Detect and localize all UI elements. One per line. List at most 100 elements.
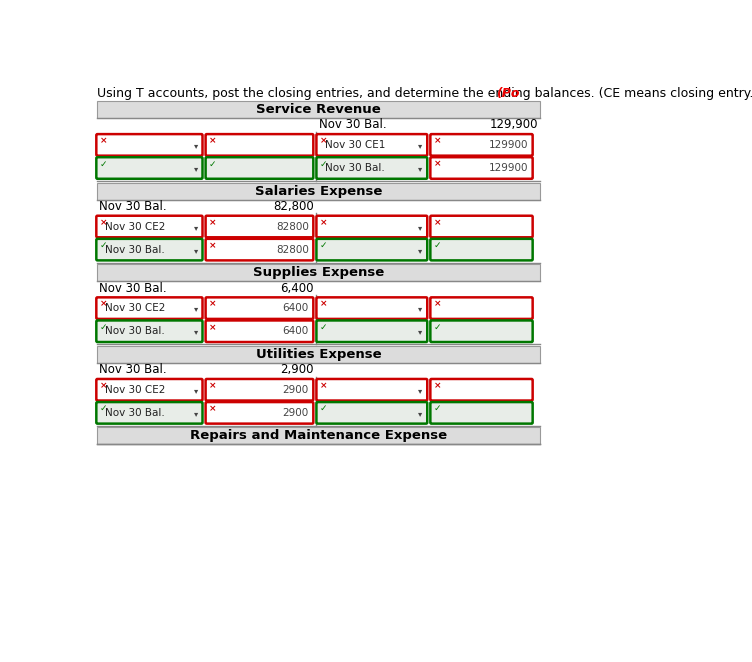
Bar [97,183,541,199]
FancyBboxPatch shape [317,216,427,237]
Text: ✓: ✓ [320,323,327,332]
FancyBboxPatch shape [205,320,314,342]
Text: 6,400: 6,400 [280,281,314,295]
Text: Nov 30 Bal.: Nov 30 Bal. [99,281,167,295]
Text: Nov 30 Bal.: Nov 30 Bal. [319,118,387,131]
Text: ▾: ▾ [193,141,198,150]
Text: Nov 30 Bal.: Nov 30 Bal. [105,245,165,255]
Bar [97,264,541,281]
Text: Using T accounts, post the closing entries, and determine the ending balances. (: Using T accounts, post the closing entri… [97,87,752,100]
Text: Service Revenue: Service Revenue [256,103,381,116]
Text: ✓: ✓ [433,323,441,332]
Text: Nov 30 CE2: Nov 30 CE2 [105,222,165,232]
Text: Utilities Expense: Utilities Expense [256,348,381,361]
FancyBboxPatch shape [430,134,532,156]
Text: ✓: ✓ [99,404,107,413]
Text: Nov 30 Bal.: Nov 30 Bal. [325,163,385,173]
FancyBboxPatch shape [205,216,314,237]
Text: ×: × [320,218,327,227]
Text: ×: × [433,300,441,308]
Text: ×: × [99,300,107,308]
FancyBboxPatch shape [96,157,202,179]
Text: ▾: ▾ [418,246,423,255]
Text: (Po: (Po [496,87,520,100]
Text: ▾: ▾ [193,305,198,313]
Text: ×: × [209,404,217,413]
Text: ▾: ▾ [193,328,198,336]
FancyBboxPatch shape [205,239,314,260]
Text: Salaries Expense: Salaries Expense [255,185,383,197]
Text: ▾: ▾ [193,386,198,395]
Text: ▾: ▾ [193,409,198,418]
FancyBboxPatch shape [317,134,427,156]
Text: ▾: ▾ [418,141,423,150]
Text: 6400: 6400 [283,303,308,313]
Text: 82800: 82800 [276,245,308,255]
Text: Nov 30 CE2: Nov 30 CE2 [105,303,165,313]
Bar [97,346,541,363]
Text: 6400: 6400 [283,326,308,336]
Text: 82,800: 82,800 [273,200,314,213]
FancyBboxPatch shape [430,239,532,260]
Text: ×: × [433,160,441,169]
Text: ×: × [209,136,217,146]
FancyBboxPatch shape [96,297,202,319]
Text: ✓: ✓ [99,160,107,169]
Bar [97,101,541,118]
FancyBboxPatch shape [430,379,532,401]
FancyBboxPatch shape [430,320,532,342]
Text: 2900: 2900 [283,385,308,395]
Text: Nov 30 Bal.: Nov 30 Bal. [105,326,165,336]
Text: ▾: ▾ [193,223,198,232]
FancyBboxPatch shape [205,134,314,156]
Text: ×: × [209,381,217,391]
FancyBboxPatch shape [96,134,202,156]
Text: ✓: ✓ [99,241,107,250]
Text: ×: × [99,381,107,391]
FancyBboxPatch shape [430,216,532,237]
FancyBboxPatch shape [96,402,202,424]
Text: ✓: ✓ [320,160,327,169]
Text: ×: × [209,300,217,308]
Text: 2,900: 2,900 [280,363,314,376]
Text: ✓: ✓ [320,404,327,413]
Text: ×: × [433,218,441,227]
Text: ×: × [320,136,327,146]
FancyBboxPatch shape [205,297,314,319]
Text: ×: × [320,300,327,308]
Text: Supplies Expense: Supplies Expense [253,266,384,279]
Text: 2900: 2900 [283,408,308,418]
Text: ▾: ▾ [418,409,423,418]
FancyBboxPatch shape [96,216,202,237]
Text: ✓: ✓ [209,160,217,169]
FancyBboxPatch shape [317,297,427,319]
FancyBboxPatch shape [430,157,532,179]
Text: Nov 30 Bal.: Nov 30 Bal. [99,200,167,213]
Text: ×: × [99,136,107,146]
Text: ×: × [433,381,441,391]
Text: Nov 30 CE1: Nov 30 CE1 [325,140,385,150]
Text: ▾: ▾ [418,386,423,395]
Text: 82800: 82800 [276,222,308,232]
Text: ✓: ✓ [99,323,107,332]
FancyBboxPatch shape [96,239,202,260]
Bar [97,428,541,444]
Text: ×: × [320,381,327,391]
Text: ▾: ▾ [418,305,423,313]
FancyBboxPatch shape [430,402,532,424]
FancyBboxPatch shape [430,297,532,319]
Text: 129900: 129900 [489,140,528,150]
Text: ✓: ✓ [433,241,441,250]
FancyBboxPatch shape [317,239,427,260]
Text: Nov 30 CE2: Nov 30 CE2 [105,385,165,395]
Text: ×: × [99,218,107,227]
Text: Nov 30 Bal.: Nov 30 Bal. [105,408,165,418]
FancyBboxPatch shape [96,379,202,401]
Text: ✓: ✓ [433,404,441,413]
Text: ×: × [209,241,217,250]
Text: ×: × [433,136,441,146]
Text: ▾: ▾ [193,164,198,173]
Text: ▾: ▾ [193,246,198,255]
FancyBboxPatch shape [317,157,427,179]
Text: 129,900: 129,900 [490,118,538,131]
